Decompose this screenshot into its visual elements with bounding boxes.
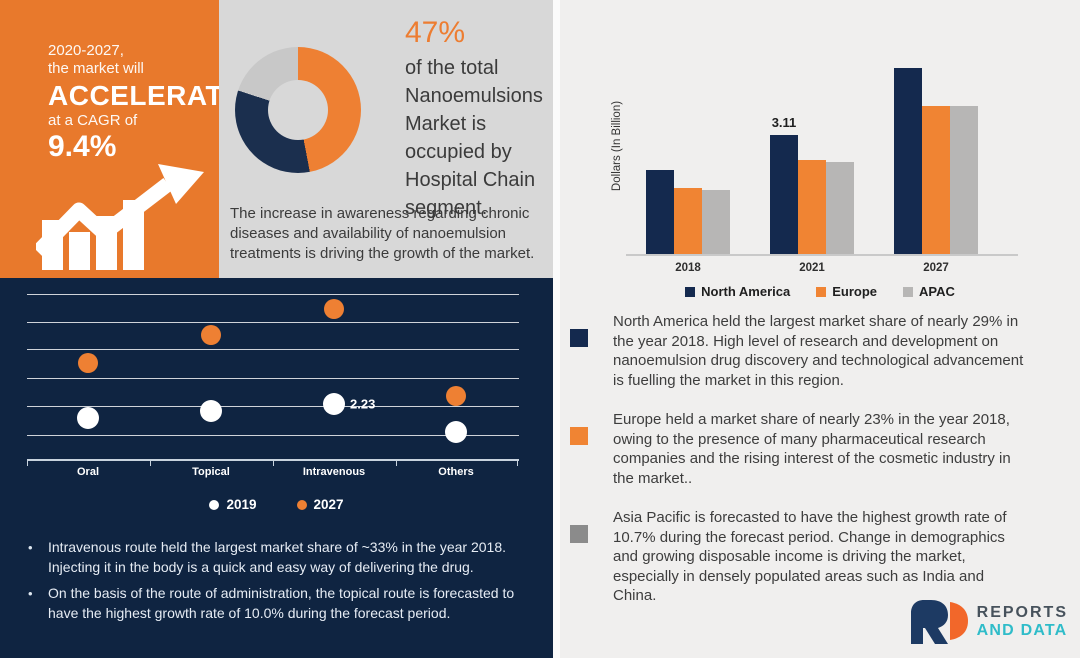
legend-dot xyxy=(296,499,307,510)
logo-and-data: AND DATA xyxy=(976,622,1068,639)
insight-text: North America held the largest market sh… xyxy=(613,313,1024,389)
rd-logo-icon xyxy=(910,600,968,644)
cagr-rate: 9.4% xyxy=(48,130,117,163)
legend-square xyxy=(903,286,914,297)
regional-bar-chart: 3.11 xyxy=(626,36,1018,256)
legend-item-2019: 2019 xyxy=(209,497,257,512)
category-label: Topical xyxy=(192,466,230,478)
stat-47-percent: 47% xyxy=(405,16,466,49)
legend-label: 2027 xyxy=(313,497,344,512)
cagr-lead: at a CAGR of xyxy=(48,112,138,129)
data-point-2019 xyxy=(323,393,345,415)
bar-North America: 3.11 xyxy=(770,115,798,254)
bar-group-2021: 3.11 xyxy=(770,115,854,254)
data-point-2019 xyxy=(200,400,222,422)
route-bullet-2: On the basis of the route of administrat… xyxy=(24,584,536,623)
gridline xyxy=(27,294,519,295)
insight-text: Asia Pacific is forecasted to have the h… xyxy=(613,509,1007,604)
axis-tick xyxy=(273,461,274,466)
data-point-2027 xyxy=(78,353,98,373)
gridline xyxy=(27,322,519,323)
reports-and-data-logo: REPORTS AND DATA xyxy=(905,600,1068,644)
bar-chart-legend: North America Europe APAC xyxy=(560,284,1080,299)
bar-APAC xyxy=(950,106,978,254)
legend-item-Europe: Europe xyxy=(816,284,877,299)
gridline xyxy=(27,435,519,436)
legend-square xyxy=(685,286,696,297)
logo-reports: REPORTS xyxy=(976,604,1068,621)
legend-label: APAC xyxy=(919,284,955,299)
dot-plot-legend: 2019 2027 xyxy=(0,497,553,512)
section-divider xyxy=(553,0,560,658)
bar-group-2018 xyxy=(646,170,730,254)
legend-item-North America: North America xyxy=(685,284,790,299)
insight-europe: Europe held a market share of nearly 23%… xyxy=(570,410,1070,488)
legend-item-APAC: APAC xyxy=(903,284,955,299)
region-insights: North America held the largest market sh… xyxy=(570,312,1070,626)
gridline xyxy=(27,406,519,407)
donut-section: 47% of the total Nanoemulsions Market is… xyxy=(219,0,553,278)
category-label: Intravenous xyxy=(302,466,366,478)
data-point-2027 xyxy=(324,299,344,319)
donut-stat-column: 47% of the total Nanoemulsions Market is… xyxy=(405,16,553,222)
legend-item-2027: 2027 xyxy=(296,497,344,512)
route-dot-plot-section: Oral Topical Intravenous Others 2.23 2019 202… xyxy=(0,278,553,658)
data-point-2027 xyxy=(201,325,221,345)
bar-APAC xyxy=(826,162,854,254)
x-axis-line xyxy=(27,459,519,461)
data-point-2019 xyxy=(445,421,467,443)
point-value-label: 2.23 xyxy=(350,396,376,412)
legend-label: 2019 xyxy=(226,497,257,512)
category-label: Oral xyxy=(76,466,100,478)
right-panel: Dollars (In Billion) 3.11 2018 2021 2027 N… xyxy=(560,0,1080,658)
x-tick-label: 2018 xyxy=(675,262,701,274)
navy-square-marker xyxy=(570,329,588,347)
legend-dot xyxy=(209,499,220,510)
axis-tick xyxy=(396,461,397,466)
insight-north-america: North America held the largest market sh… xyxy=(570,312,1070,390)
cagr-accelerate: ACCELERATE xyxy=(48,80,243,111)
axis-tick xyxy=(150,461,151,466)
gridline xyxy=(27,378,519,379)
bar-Europe xyxy=(798,160,826,254)
bar-chart-x-axis: 2018 2021 2027 xyxy=(626,262,1018,278)
bar-chart-ylabel: Dollars (In Billion) xyxy=(611,100,623,192)
cagr-years: 2020-2027, xyxy=(48,42,124,59)
cagr-intro: the market will xyxy=(48,60,144,77)
gray-square-marker xyxy=(570,525,588,543)
stat-caption: of the total Nanoemulsions Market is occ… xyxy=(405,57,543,219)
x-tick-label: 2027 xyxy=(923,262,949,274)
x-tick-label: 2021 xyxy=(799,262,825,274)
bar-Europe xyxy=(922,106,950,254)
route-bullet-list: Intravenous route held the largest marke… xyxy=(24,538,536,630)
bar-group-2027 xyxy=(894,68,978,254)
legend-label: North America xyxy=(701,284,791,299)
left-panel: 2020-2027, the market will ACCELERATE at… xyxy=(0,0,553,658)
insight-asia-pacific: Asia Pacific is forecasted to have the h… xyxy=(570,508,1070,606)
growth-arrow-chart-icon xyxy=(36,164,204,270)
orange-square-marker xyxy=(570,427,588,445)
route-bullet-1: Intravenous route held the largest marke… xyxy=(24,538,536,577)
bar-Europe xyxy=(674,188,702,254)
data-point-2019 xyxy=(77,407,99,429)
logo-wordmark: REPORTS AND DATA xyxy=(977,605,1068,639)
bar-North America xyxy=(894,68,922,254)
donut-hole xyxy=(268,80,328,140)
axis-tick xyxy=(517,461,518,466)
legend-square xyxy=(816,286,827,297)
gridline xyxy=(27,349,519,350)
insight-text: Europe held a market share of nearly 23%… xyxy=(613,411,1011,487)
cagr-callout: 2020-2027, the market will ACCELERATE at… xyxy=(0,0,243,278)
bar-North America xyxy=(646,170,674,254)
bar-value-label: 3.11 xyxy=(771,115,797,130)
data-point-2027 xyxy=(446,386,466,406)
market-driver-paragraph: The increase in awareness regarding chro… xyxy=(230,205,535,262)
donut-chart xyxy=(235,47,361,173)
bar-APAC xyxy=(702,190,730,254)
legend-label: Europe xyxy=(832,284,878,299)
axis-tick xyxy=(27,461,28,466)
category-label: Others xyxy=(438,466,474,478)
